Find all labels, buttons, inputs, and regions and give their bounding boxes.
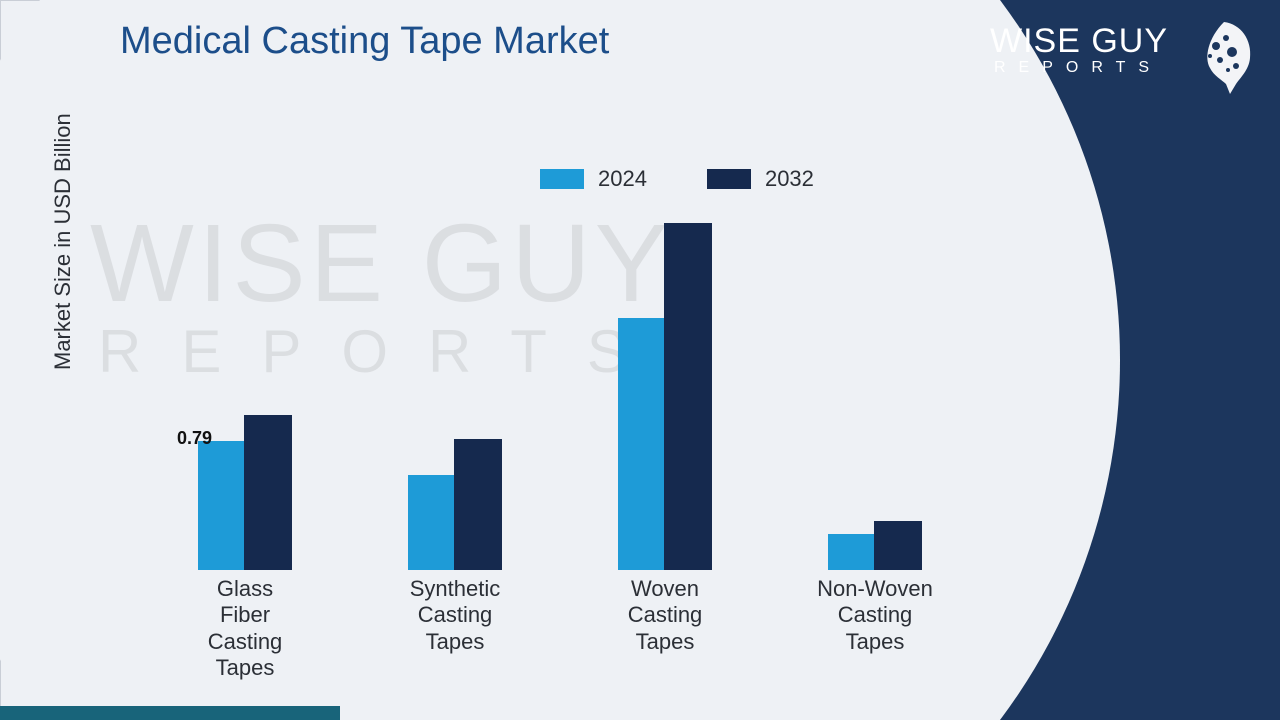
brand-head-icon — [1186, 18, 1256, 98]
bar-group: 0.79 — [170, 415, 320, 570]
chart-title: Medical Casting Tape Market — [120, 20, 609, 63]
bar-2024 — [408, 475, 456, 570]
bar-2032 — [874, 521, 922, 570]
legend-swatch-2024 — [540, 169, 584, 189]
bar-2032 — [664, 223, 712, 570]
x-axis-label: SyntheticCastingTapes — [380, 576, 530, 655]
bar-group — [800, 521, 950, 570]
x-axis-label: WovenCastingTapes — [590, 576, 740, 655]
legend-label-2032: 2032 — [765, 166, 814, 192]
y-axis-label: Market Size in USD Billion — [50, 113, 76, 370]
x-axis-label: GlassFiberCastingTapes — [170, 576, 320, 682]
legend-swatch-2032 — [707, 169, 751, 189]
bar-value-label: 0.79 — [177, 428, 212, 449]
right-band — [960, 0, 1280, 720]
plot-area: 0.79 — [140, 210, 940, 570]
bottom-accent-strip — [0, 706, 340, 720]
bar-2024 — [828, 534, 876, 570]
bar-group — [590, 223, 740, 570]
legend-item-2032: 2032 — [707, 166, 814, 192]
bar-2024 — [618, 318, 666, 570]
bar-2024 — [198, 441, 246, 570]
bar-2032 — [454, 439, 502, 570]
legend-label-2024: 2024 — [598, 166, 647, 192]
x-axis-label: Non-WovenCastingTapes — [800, 576, 950, 655]
bar-2032 — [244, 415, 292, 570]
legend-item-2024: 2024 — [540, 166, 647, 192]
bar-group — [380, 439, 530, 570]
legend: 2024 2032 — [540, 166, 814, 192]
brand-logo: WISE GUY REPORTS — [990, 22, 1250, 77]
